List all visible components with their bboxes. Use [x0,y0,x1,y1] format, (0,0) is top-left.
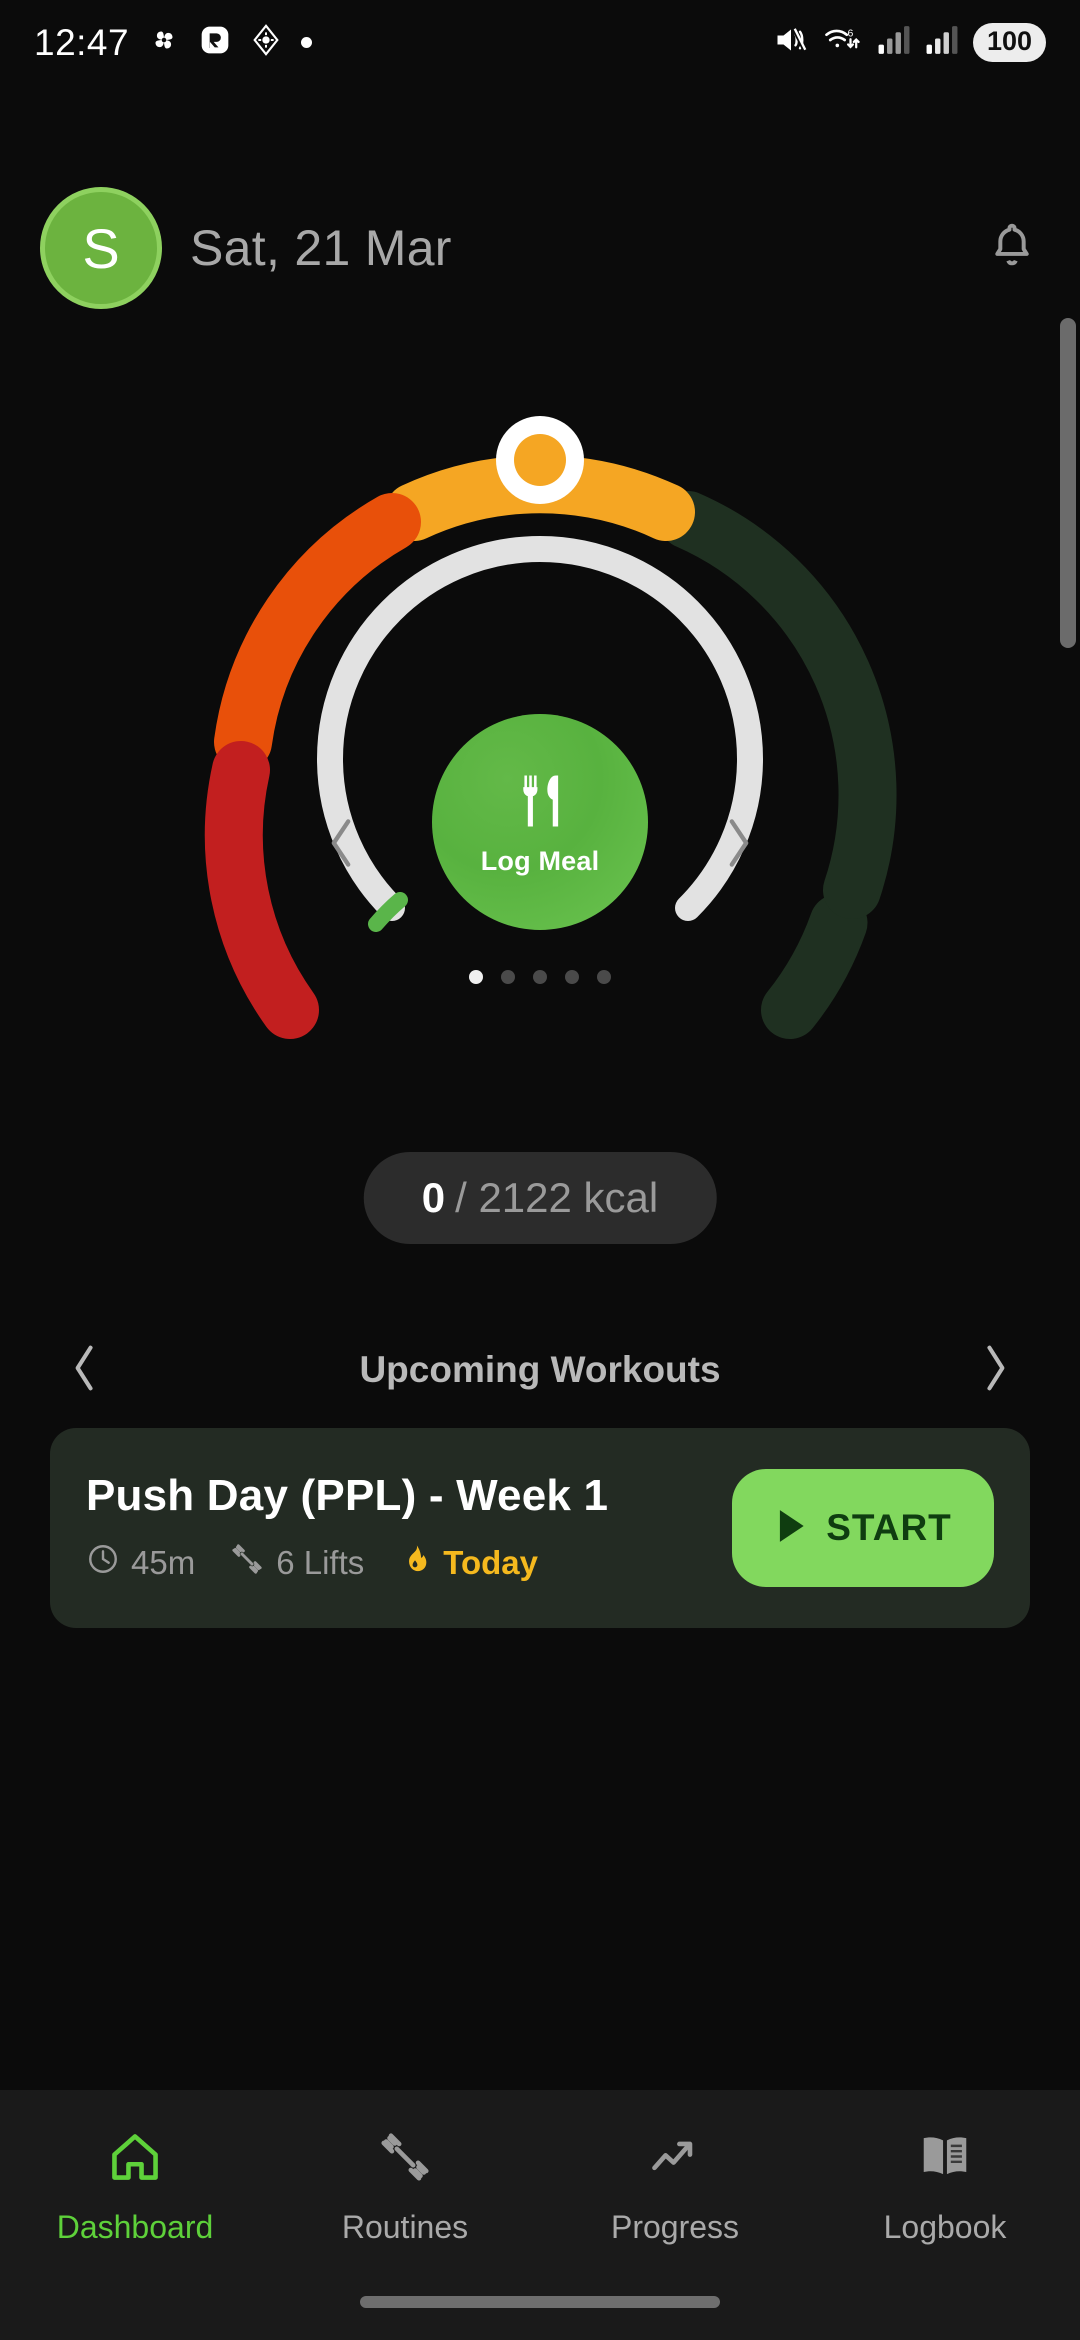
status-bar-left: 12:47 [34,21,313,64]
status-bar: 12:47 [0,0,1080,85]
calorie-ring-widget: Log Meal [0,330,1080,1120]
log-meal-label: Log Meal [480,846,600,876]
app-header: S Sat, 21 Mar [0,178,1080,318]
carousel-dot[interactable] [501,970,515,984]
workout-card[interactable]: Push Day (PPL) - Week 1 45m [50,1428,1030,1628]
avatar-initial: S [82,216,120,280]
page-scrollbar[interactable] [1060,318,1076,648]
nav-item-progress[interactable]: Progress [540,2128,810,2246]
status-clock: 12:47 [34,21,130,63]
workout-title: Push Day (PPL) - Week 1 [86,1471,609,1520]
calorie-summary-pill[interactable]: 0 / 2122 kcal [363,1152,717,1244]
carousel-dots[interactable] [469,970,611,984]
workout-card-info: Push Day (PPL) - Week 1 45m [86,1471,732,1585]
upcoming-workouts-header: Upcoming Workouts [0,1330,1080,1410]
nav-item-logbook[interactable]: Logbook [810,2128,1080,2246]
upcoming-prev-icon[interactable] [70,1344,100,1397]
nav-item-routines[interactable]: Routines [270,2128,540,2246]
fork-knife-icon [506,767,574,840]
carousel-dot[interactable] [469,970,483,984]
battery-badge: 100 [972,23,1046,62]
book-icon [916,2128,974,2191]
workout-lifts-label: 6 Lifts [276,1544,365,1581]
app-r-icon [199,24,231,61]
play-icon [774,1507,808,1550]
diamond-icon [249,23,283,62]
clock-icon [86,1542,120,1584]
flame-icon [398,1542,432,1584]
nav-label-progress: Progress [610,2209,740,2245]
workout-lifts: 6 Lifts [229,1541,364,1585]
start-button-label: START [826,1507,952,1548]
workout-duration: 45m [86,1542,195,1584]
mute-icon [773,22,809,63]
nav-label-logbook: Logbook [883,2209,1007,2245]
page-title: Sat, 21 Mar [190,220,452,276]
workout-meta: 45m 6 Lifts [86,1541,732,1585]
carousel-dot[interactable] [597,970,611,984]
bell-icon[interactable] [984,218,1040,279]
bottom-navigation: Dashboard Routines Progress [0,2090,1080,2340]
upcoming-next-icon[interactable] [980,1344,1010,1397]
dumbbell-icon [376,2128,434,2191]
log-meal-button[interactable]: Log Meal [432,714,648,930]
wifi6-icon: 6 [823,22,863,63]
signal-1-icon [877,24,911,61]
status-bar-right: 6 10 [773,22,1046,63]
chevron-right-icon[interactable] [722,816,756,875]
svg-text:6: 6 [847,27,853,39]
workout-schedule-label: Today [443,1544,538,1581]
dot-icon [301,37,313,48]
workout-duration-label: 45m [131,1544,196,1581]
start-workout-button[interactable]: START [732,1469,994,1587]
carousel-dot[interactable] [533,970,547,984]
calories-consumed: 0 [421,1174,446,1221]
carousel-dot[interactable] [565,970,579,984]
dumbbell-icon [229,1541,265,1585]
nav-label-dashboard: Dashboard [56,2209,214,2245]
section-title: Upcoming Workouts [359,1349,721,1390]
workout-schedule: Today [398,1542,538,1584]
calories-goal: / 2122 kcal [455,1174,659,1221]
nav-item-dashboard[interactable]: Dashboard [0,2128,270,2246]
signal-2-icon [925,24,959,61]
fan-icon [147,23,181,62]
calorie-ring-graphic [204,416,897,1039]
avatar[interactable]: S [40,187,162,309]
nav-label-routines: Routines [341,2209,469,2245]
ring-knob-inner [514,434,566,486]
trending-up-icon [646,2128,704,2191]
home-indicator[interactable] [360,2296,720,2308]
chevron-left-icon[interactable] [324,816,358,875]
home-icon [106,2128,164,2191]
